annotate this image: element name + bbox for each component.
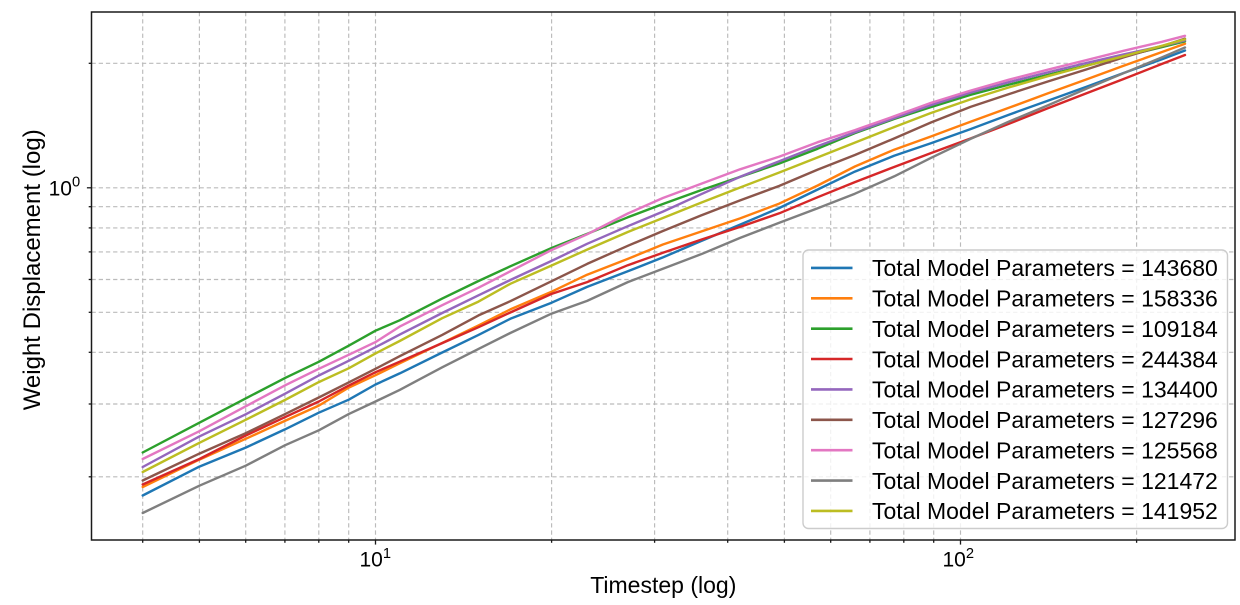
svg-text:Total Model Parameters = 13440: Total Model Parameters = 134400 bbox=[872, 377, 1218, 403]
svg-text:Total Model Parameters = 12556: Total Model Parameters = 125568 bbox=[872, 438, 1218, 464]
svg-text:Total Model Parameters = 12147: Total Model Parameters = 121472 bbox=[872, 468, 1218, 494]
svg-text:Timestep (log): Timestep (log) bbox=[590, 572, 736, 598]
svg-text:Total Model Parameters = 24438: Total Model Parameters = 244384 bbox=[872, 346, 1218, 372]
svg-text:Total Model Parameters = 14368: Total Model Parameters = 143680 bbox=[872, 255, 1218, 281]
svg-text:Total Model Parameters = 10918: Total Model Parameters = 109184 bbox=[872, 316, 1218, 342]
svg-text:Total Model Parameters = 14195: Total Model Parameters = 141952 bbox=[872, 498, 1218, 524]
svg-text:100: 100 bbox=[49, 175, 81, 201]
svg-text:Total Model Parameters = 15833: Total Model Parameters = 158336 bbox=[872, 286, 1218, 312]
svg-text:Total Model Parameters = 12729: Total Model Parameters = 127296 bbox=[872, 407, 1218, 433]
svg-text:Weight Displacement (log): Weight Displacement (log) bbox=[19, 129, 46, 410]
